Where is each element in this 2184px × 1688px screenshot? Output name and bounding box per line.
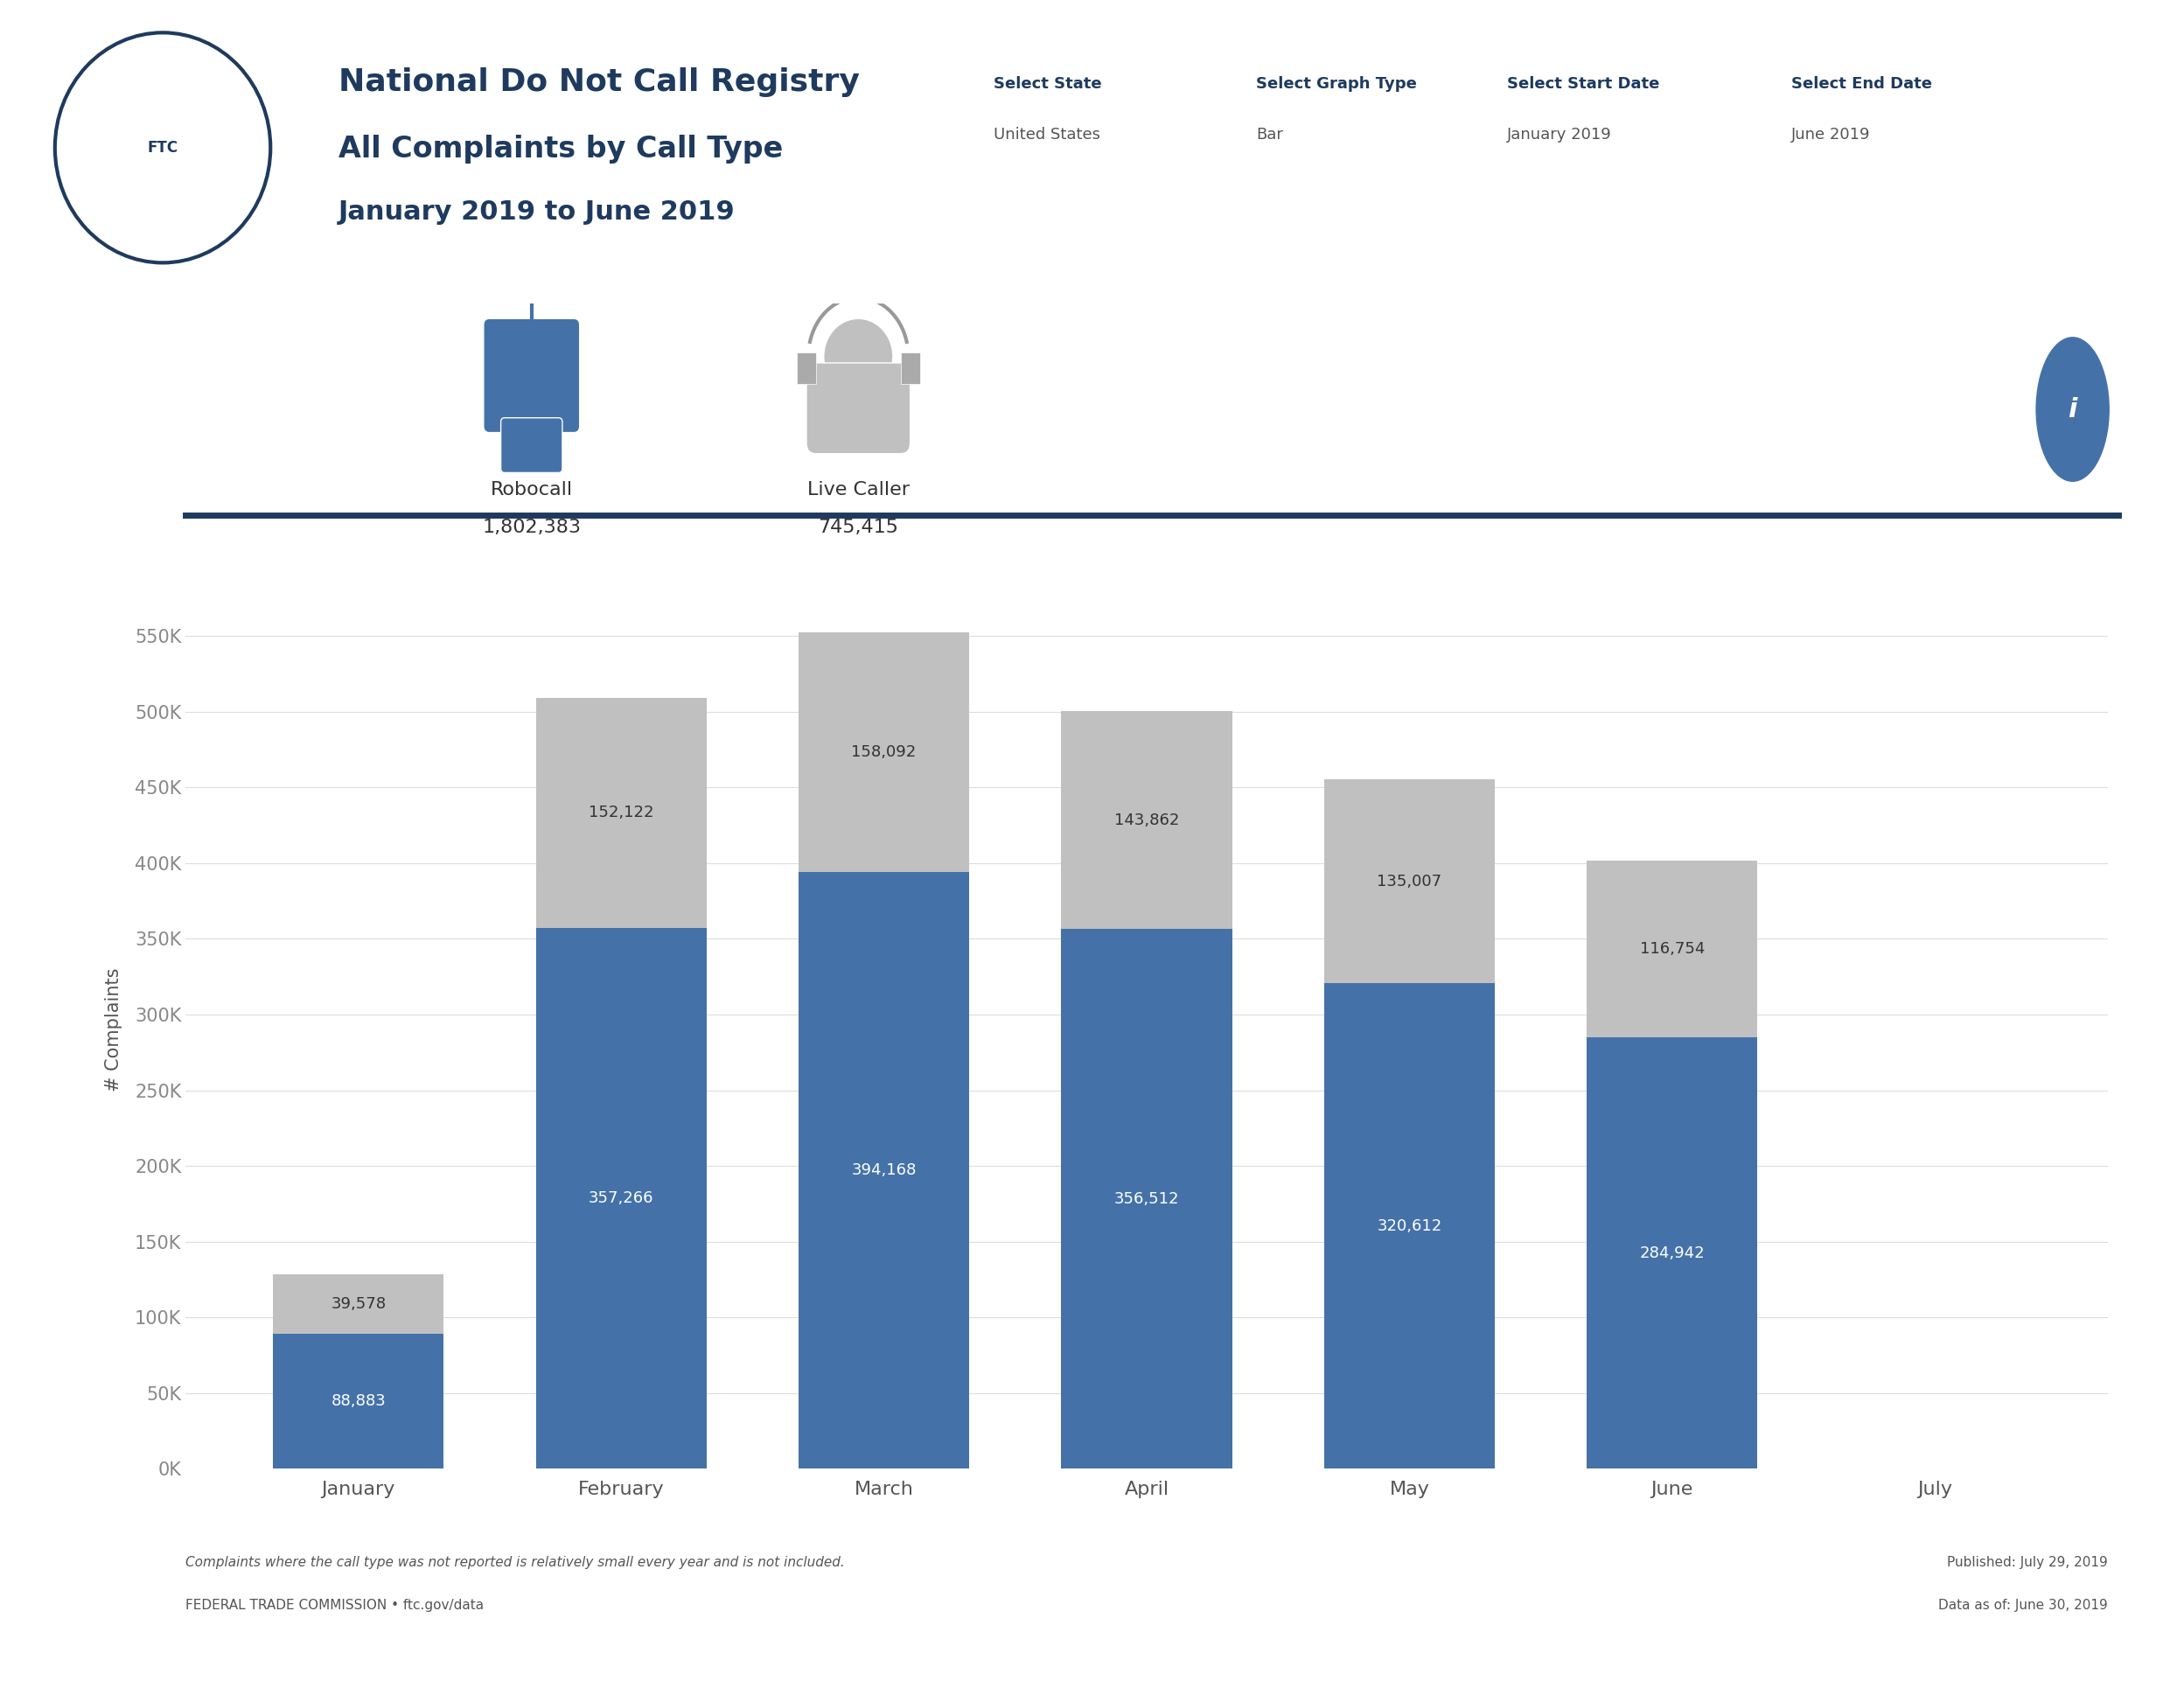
FancyBboxPatch shape: [806, 363, 911, 454]
Bar: [1061, 711, 1232, 928]
Text: FTC: FTC: [146, 140, 179, 155]
Text: 320,612: 320,612: [1376, 1219, 1441, 1234]
Bar: [535, 697, 705, 928]
Text: Data as of: June 30, 2019: Data as of: June 30, 2019: [1937, 1599, 2108, 1612]
Text: United States: United States: [994, 127, 1101, 142]
Text: 116,754: 116,754: [1640, 942, 1704, 957]
Text: Robocall: Robocall: [491, 481, 572, 498]
Bar: [799, 633, 970, 873]
Text: National Do Not Call Registry: National Do Not Call Registry: [339, 68, 860, 98]
Text: Bar: Bar: [1256, 127, 1282, 142]
Text: Select End Date: Select End Date: [1791, 76, 1931, 91]
Text: January 2019 to June 2019: January 2019 to June 2019: [339, 199, 736, 225]
Circle shape: [2035, 336, 2110, 483]
Text: Complaints where the call type was not reported is relatively small every year a: Complaints where the call type was not r…: [186, 1556, 845, 1570]
Text: 745,415: 745,415: [819, 520, 898, 537]
Text: January 2019: January 2019: [1507, 127, 1612, 142]
Bar: [535, 928, 705, 1469]
Text: 152,122: 152,122: [587, 805, 653, 820]
Text: Published: July 29, 2019: Published: July 29, 2019: [1946, 1556, 2108, 1570]
Bar: [797, 353, 817, 385]
Text: 356,512: 356,512: [1114, 1192, 1179, 1207]
Text: 1,802,383: 1,802,383: [483, 520, 581, 537]
FancyBboxPatch shape: [483, 319, 579, 432]
Bar: [1588, 861, 1758, 1038]
Text: 88,883: 88,883: [332, 1393, 387, 1409]
Bar: [273, 1274, 443, 1334]
Text: 135,007: 135,007: [1376, 873, 1441, 890]
Circle shape: [55, 32, 271, 263]
Text: Live Caller: Live Caller: [808, 481, 909, 498]
Text: i: i: [2068, 397, 2077, 422]
Bar: [1588, 1038, 1758, 1469]
Bar: [1324, 984, 1494, 1469]
Text: Select Start Date: Select Start Date: [1507, 76, 1660, 91]
Bar: [1061, 928, 1232, 1469]
FancyBboxPatch shape: [500, 419, 561, 473]
Text: 284,942: 284,942: [1640, 1246, 1706, 1261]
Bar: [900, 353, 919, 385]
Bar: [799, 873, 970, 1469]
Text: 143,862: 143,862: [1114, 812, 1179, 829]
Text: June 2019: June 2019: [1791, 127, 1870, 142]
Text: Select Graph Type: Select Graph Type: [1256, 76, 1417, 91]
Text: 39,578: 39,578: [330, 1296, 387, 1312]
Y-axis label: # Complaints: # Complaints: [105, 967, 122, 1092]
Text: 357,266: 357,266: [587, 1190, 653, 1207]
Text: FEDERAL TRADE COMMISSION • ftc.gov/data: FEDERAL TRADE COMMISSION • ftc.gov/data: [186, 1599, 485, 1612]
Circle shape: [823, 319, 893, 395]
Bar: [273, 1334, 443, 1469]
Text: Select State: Select State: [994, 76, 1103, 91]
Text: 394,168: 394,168: [852, 1163, 917, 1178]
Text: 158,092: 158,092: [852, 744, 917, 760]
Text: All Complaints by Call Type: All Complaints by Call Type: [339, 135, 784, 164]
Bar: [1324, 780, 1494, 984]
